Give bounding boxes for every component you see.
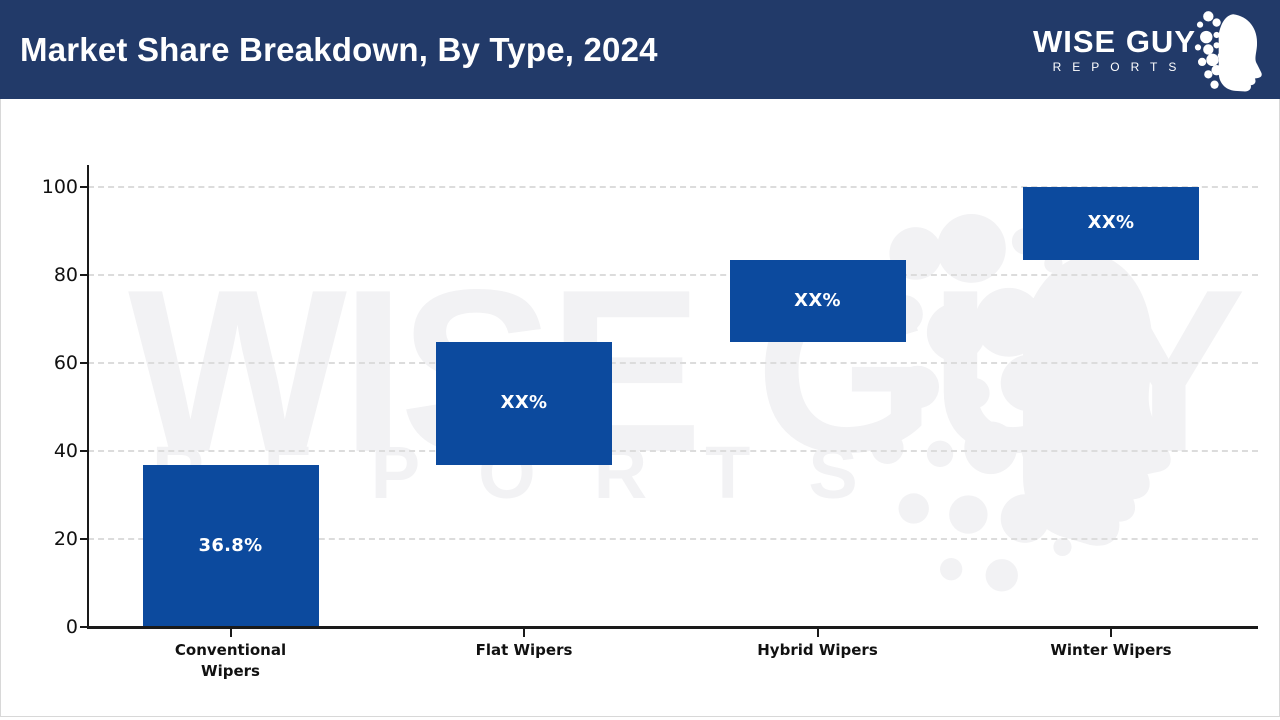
logo-head-icon bbox=[1194, 10, 1262, 91]
y-tick-label-20: 20 bbox=[53, 527, 78, 550]
logo-wordmark-sub: REPORTS bbox=[1052, 59, 1188, 74]
gridline-40 bbox=[88, 449, 1258, 452]
gridline-20 bbox=[88, 537, 1258, 540]
bar-hybrid-wipers bbox=[729, 260, 906, 343]
y-tick-label-100: 100 bbox=[41, 175, 78, 198]
bar-flat-wipers bbox=[436, 342, 612, 465]
y-tick-label-40: 40 bbox=[53, 439, 78, 462]
y-axis-line bbox=[87, 165, 89, 629]
bar-value-label: XX% bbox=[500, 392, 548, 414]
bar-value-label: XX% bbox=[794, 290, 841, 312]
x-tick-label-3: Winter Wipers bbox=[1050, 641, 1172, 659]
y-tick-mark-20 bbox=[80, 537, 88, 540]
y-tick-label-0: 0 bbox=[65, 615, 78, 638]
x-tick-label-2: Hybrid Wipers bbox=[757, 641, 878, 659]
y-tick-mark-80 bbox=[80, 273, 88, 276]
y-tick-label-60: 60 bbox=[53, 351, 78, 374]
logo-wordmark: WISE GUY REPORTS bbox=[1032, 23, 1196, 75]
x-tick-mark-2 bbox=[816, 628, 819, 637]
bar-value-label: 36.8% bbox=[198, 534, 263, 556]
bar-value-label: XX% bbox=[1087, 212, 1135, 234]
y-tick-mark-60 bbox=[80, 361, 88, 364]
x-tick-label-0: Conventional Wipers bbox=[174, 641, 287, 680]
x-axis-line bbox=[87, 625, 1258, 629]
x-tick-label-1: Flat Wipers bbox=[475, 641, 573, 659]
gridline-80 bbox=[88, 273, 1258, 276]
bar-winter-wipers bbox=[1023, 186, 1199, 261]
y-tick-label-80: 80 bbox=[53, 263, 78, 286]
x-tick-mark-0 bbox=[229, 628, 232, 637]
page-title: Market Share Breakdown, By Type, 2024 bbox=[20, 30, 658, 68]
y-tick-mark-40 bbox=[80, 449, 88, 452]
x-tick-mark-1 bbox=[523, 628, 525, 637]
header-bar: Market Share Breakdown, By Type, 2024 WI… bbox=[0, 0, 1280, 99]
gridline-100 bbox=[88, 185, 1258, 188]
chart-card: WISE GUY REPORTS 0 20 40 60 80 100 36.8% Conven… bbox=[0, 99, 1280, 717]
wiseguy-logo: WISE GUY REPORTS bbox=[1033, 6, 1266, 94]
y-tick-mark-100 bbox=[80, 185, 88, 188]
gridline-60 bbox=[88, 361, 1258, 364]
logo-wordmark-main: WISE GUY bbox=[1032, 23, 1196, 59]
bar-conventional-wipers bbox=[142, 464, 319, 627]
x-tick-mark-3 bbox=[1110, 628, 1112, 637]
y-tick-mark-0 bbox=[80, 625, 88, 628]
